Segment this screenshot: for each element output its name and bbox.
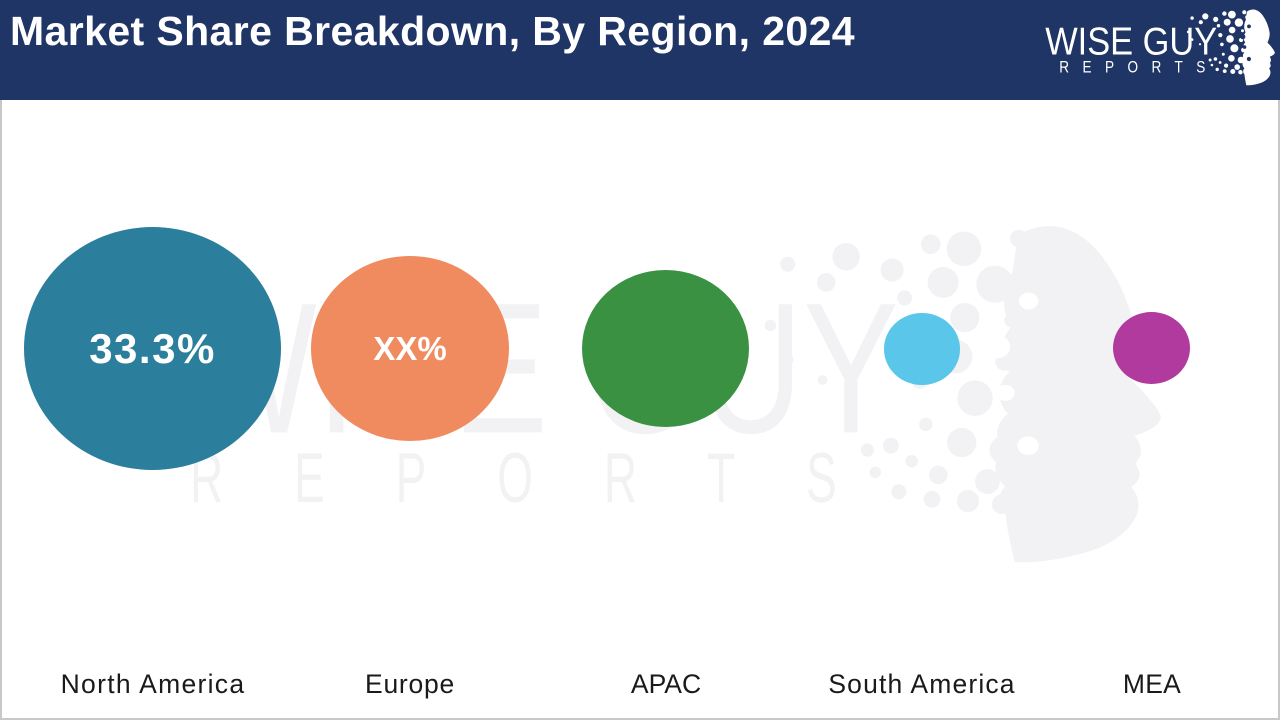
svg-text:WISE GUY: WISE GUY	[181, 264, 899, 472]
svg-text:REPORTS: REPORTS	[190, 438, 908, 517]
svg-text:REPORTS: REPORTS	[1059, 58, 1219, 77]
svg-text:WISE GUY: WISE GUY	[1045, 21, 1217, 64]
